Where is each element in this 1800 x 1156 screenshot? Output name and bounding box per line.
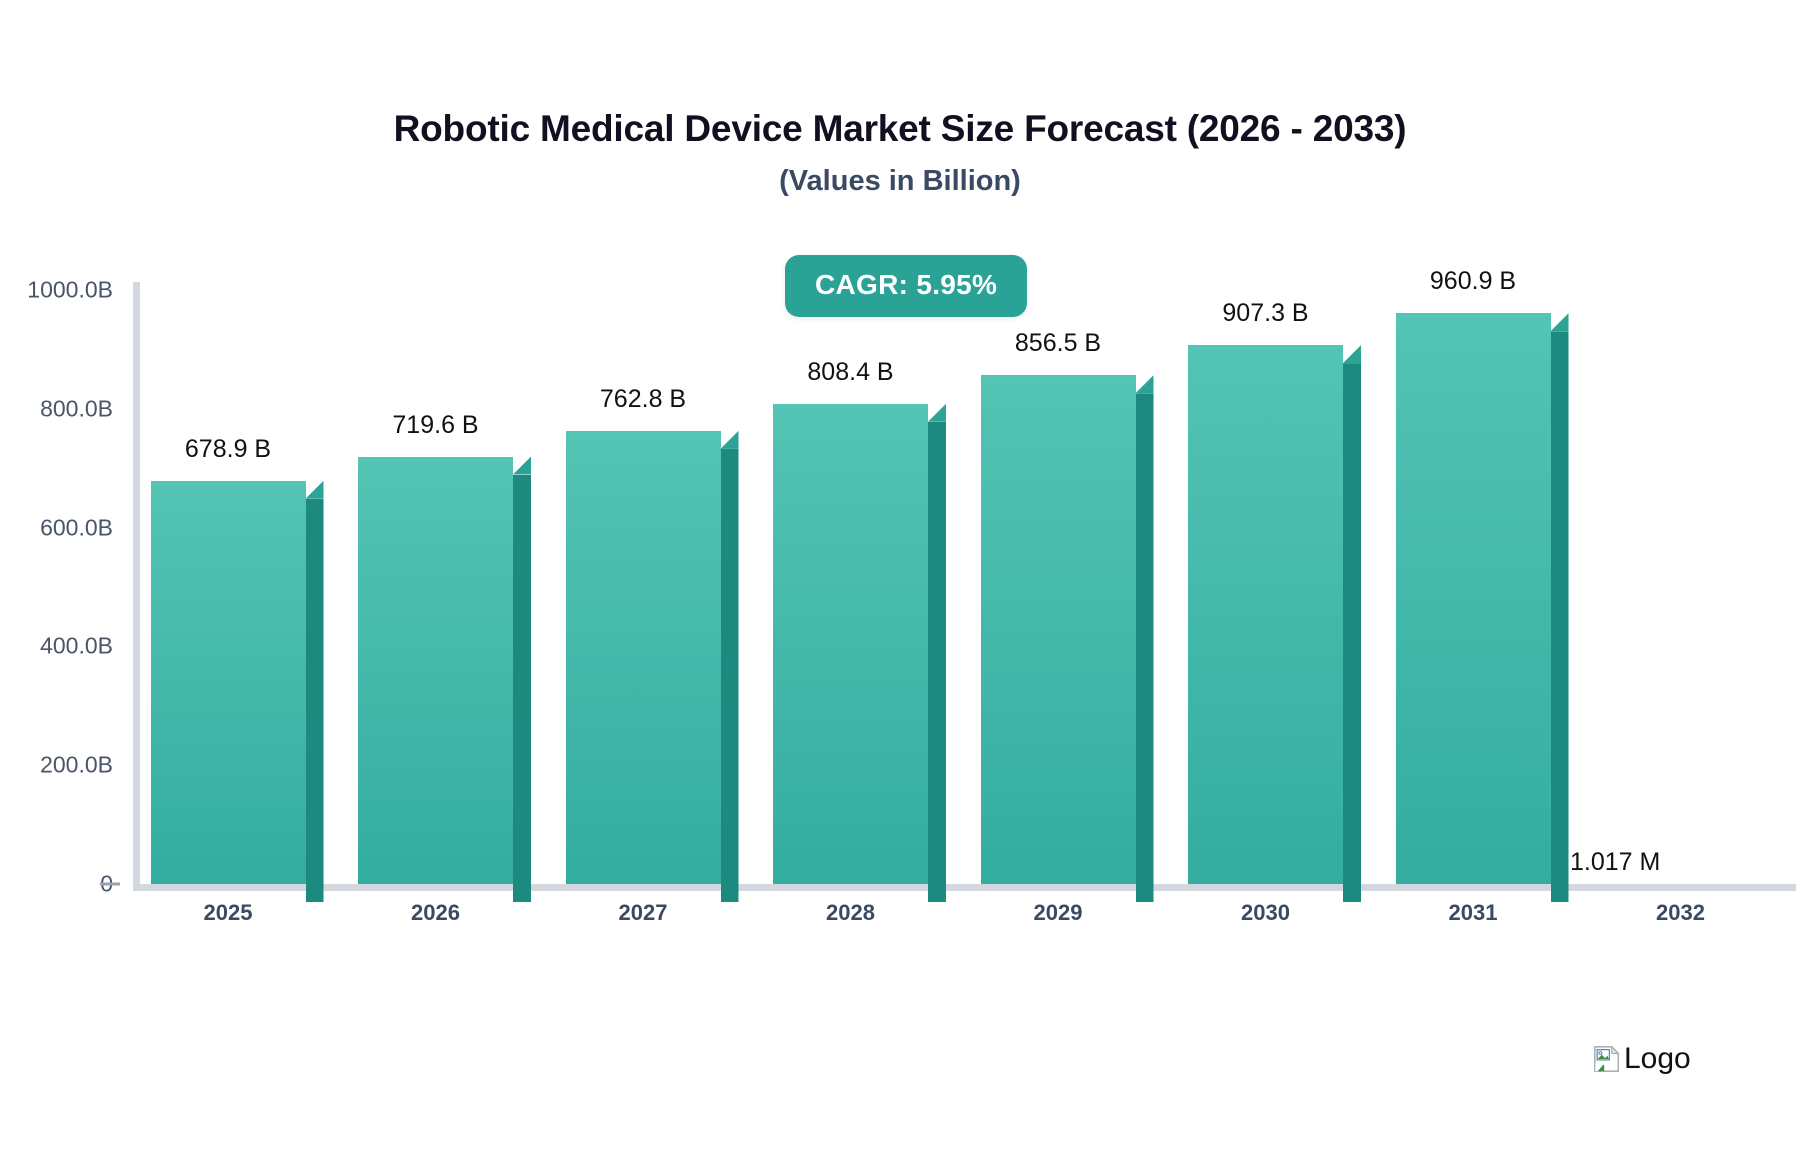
y-axis-tick-label: 600.0B — [40, 514, 113, 541]
bar-side-face — [1343, 363, 1361, 902]
bar-front-face — [773, 403, 928, 884]
bar-value-label: 719.6 B — [392, 410, 479, 439]
bar-2025[interactable] — [150, 480, 324, 902]
bar-value-label: 808.4 B — [807, 357, 894, 386]
x-axis-tick-label-2028: 2028 — [826, 900, 875, 925]
y-axis-line — [133, 282, 140, 886]
y-axis-tick-label: 1000.0B — [27, 276, 113, 303]
bar-2029[interactable] — [980, 375, 1154, 902]
chart-title-block: Robotic Medical Device Market Size Forec… — [0, 108, 1800, 198]
x-axis-tick-label-2032: 2032 — [1656, 900, 1705, 925]
bar-front-face — [1188, 345, 1343, 884]
page-title: Robotic Medical Device Market Size Forec… — [393, 108, 1407, 149]
x-axis-tick-label-2031: 2031 — [1448, 900, 1498, 925]
bar-2031[interactable] — [1395, 313, 1569, 902]
bar-side-face — [720, 448, 739, 902]
bar-top-face — [513, 456, 531, 475]
bar-top-face — [720, 430, 739, 449]
bar-side-face — [928, 421, 946, 902]
bar-front-face — [1395, 313, 1551, 884]
bar-2028[interactable] — [773, 403, 946, 902]
bar-front-face — [980, 375, 1136, 884]
x-axis-tick-label-2030: 2030 — [1241, 900, 1290, 925]
y-axis-tick-label: 400.0B — [40, 632, 113, 659]
bar-front-face — [358, 456, 513, 884]
bar-2026[interactable] — [358, 456, 531, 902]
x-axis-tick-label-2027: 2027 — [618, 900, 668, 925]
bar-front-face — [150, 480, 306, 884]
bar-top-face — [1550, 313, 1569, 332]
bar-2030[interactable] — [1188, 345, 1361, 902]
x-axis-tick-label-2026: 2026 — [411, 900, 460, 925]
logo-block: Logo — [1592, 1044, 1691, 1074]
bar-side-face — [513, 474, 531, 902]
x-axis-tick-label-2025: 2025 — [203, 900, 253, 925]
bar-front-face — [565, 430, 721, 884]
logo-alt-text: Logo — [1624, 1042, 1691, 1075]
bar-value-label: 856.5 B — [1014, 329, 1102, 358]
x-axis-tick-label-2029: 2029 — [1033, 900, 1083, 925]
bar-top-face — [305, 480, 324, 499]
y-axis-tick-mark — [100, 882, 120, 886]
bar-top-face — [1343, 345, 1361, 364]
chart-subtitle: (Values in Billion) — [779, 164, 1021, 197]
bar-value-label: 762.8 B — [599, 384, 687, 413]
bar-value-label: 960.9 B — [1429, 267, 1517, 296]
trailing-value-label: 1.017 M — [1570, 848, 1661, 876]
y-axis-tick-label: 0 — [0, 871, 113, 898]
cagr-badge: CAGR: 5.95% — [785, 255, 1028, 317]
bar-side-face — [1135, 393, 1154, 902]
bar-top-face — [1135, 375, 1154, 394]
bar-top-face — [928, 403, 946, 422]
y-axis-tick-label: 800.0B — [40, 395, 113, 422]
broken-image-icon — [1594, 1045, 1620, 1072]
bar-side-face — [305, 498, 324, 902]
bar-value-label: 907.3 B — [1222, 299, 1309, 328]
bar-side-face — [1550, 331, 1569, 902]
x-axis-line — [133, 884, 1796, 891]
bar-2027[interactable] — [565, 430, 739, 902]
y-axis-tick-label: 200.0B — [40, 751, 113, 778]
bar-value-label: 678.9 B — [184, 434, 272, 463]
